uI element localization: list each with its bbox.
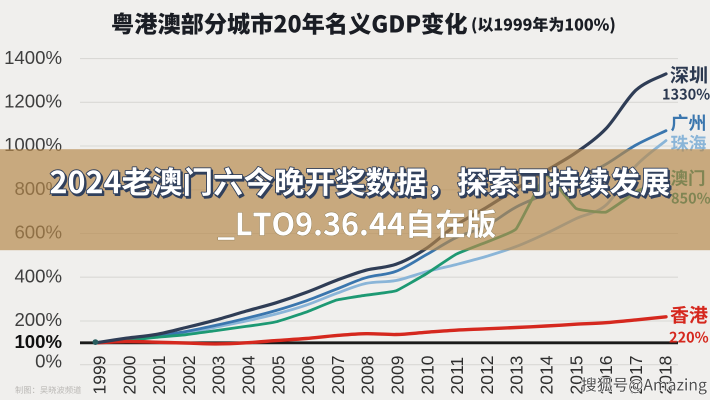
svg-text:2009: 2009 [388, 356, 408, 395]
svg-text:200%: 200% [14, 309, 62, 330]
svg-text:2005: 2005 [268, 356, 288, 395]
svg-text:2004: 2004 [239, 355, 259, 394]
svg-text:2014: 2014 [537, 355, 557, 394]
svg-text:1400%: 1400% [4, 47, 62, 68]
svg-text:400%: 400% [14, 265, 62, 286]
svg-text:2006: 2006 [298, 356, 318, 395]
svg-text:2013: 2013 [507, 356, 527, 395]
svg-text:2012: 2012 [477, 356, 497, 395]
svg-text:100%: 100% [14, 331, 62, 352]
svg-text:2001: 2001 [149, 356, 169, 395]
svg-text:2002: 2002 [179, 356, 199, 395]
svg-text:2003: 2003 [209, 356, 229, 395]
svg-text:0%: 0% [35, 351, 62, 372]
svg-text:2008: 2008 [358, 356, 378, 395]
svg-text:1200%: 1200% [4, 91, 62, 112]
svg-text:2015: 2015 [566, 356, 586, 395]
svg-text:1999: 1999 [90, 356, 110, 395]
svg-text:2010: 2010 [417, 355, 437, 394]
svg-text:2000: 2000 [119, 355, 139, 394]
svg-text:2007: 2007 [328, 356, 348, 395]
svg-text:2011: 2011 [447, 357, 467, 395]
